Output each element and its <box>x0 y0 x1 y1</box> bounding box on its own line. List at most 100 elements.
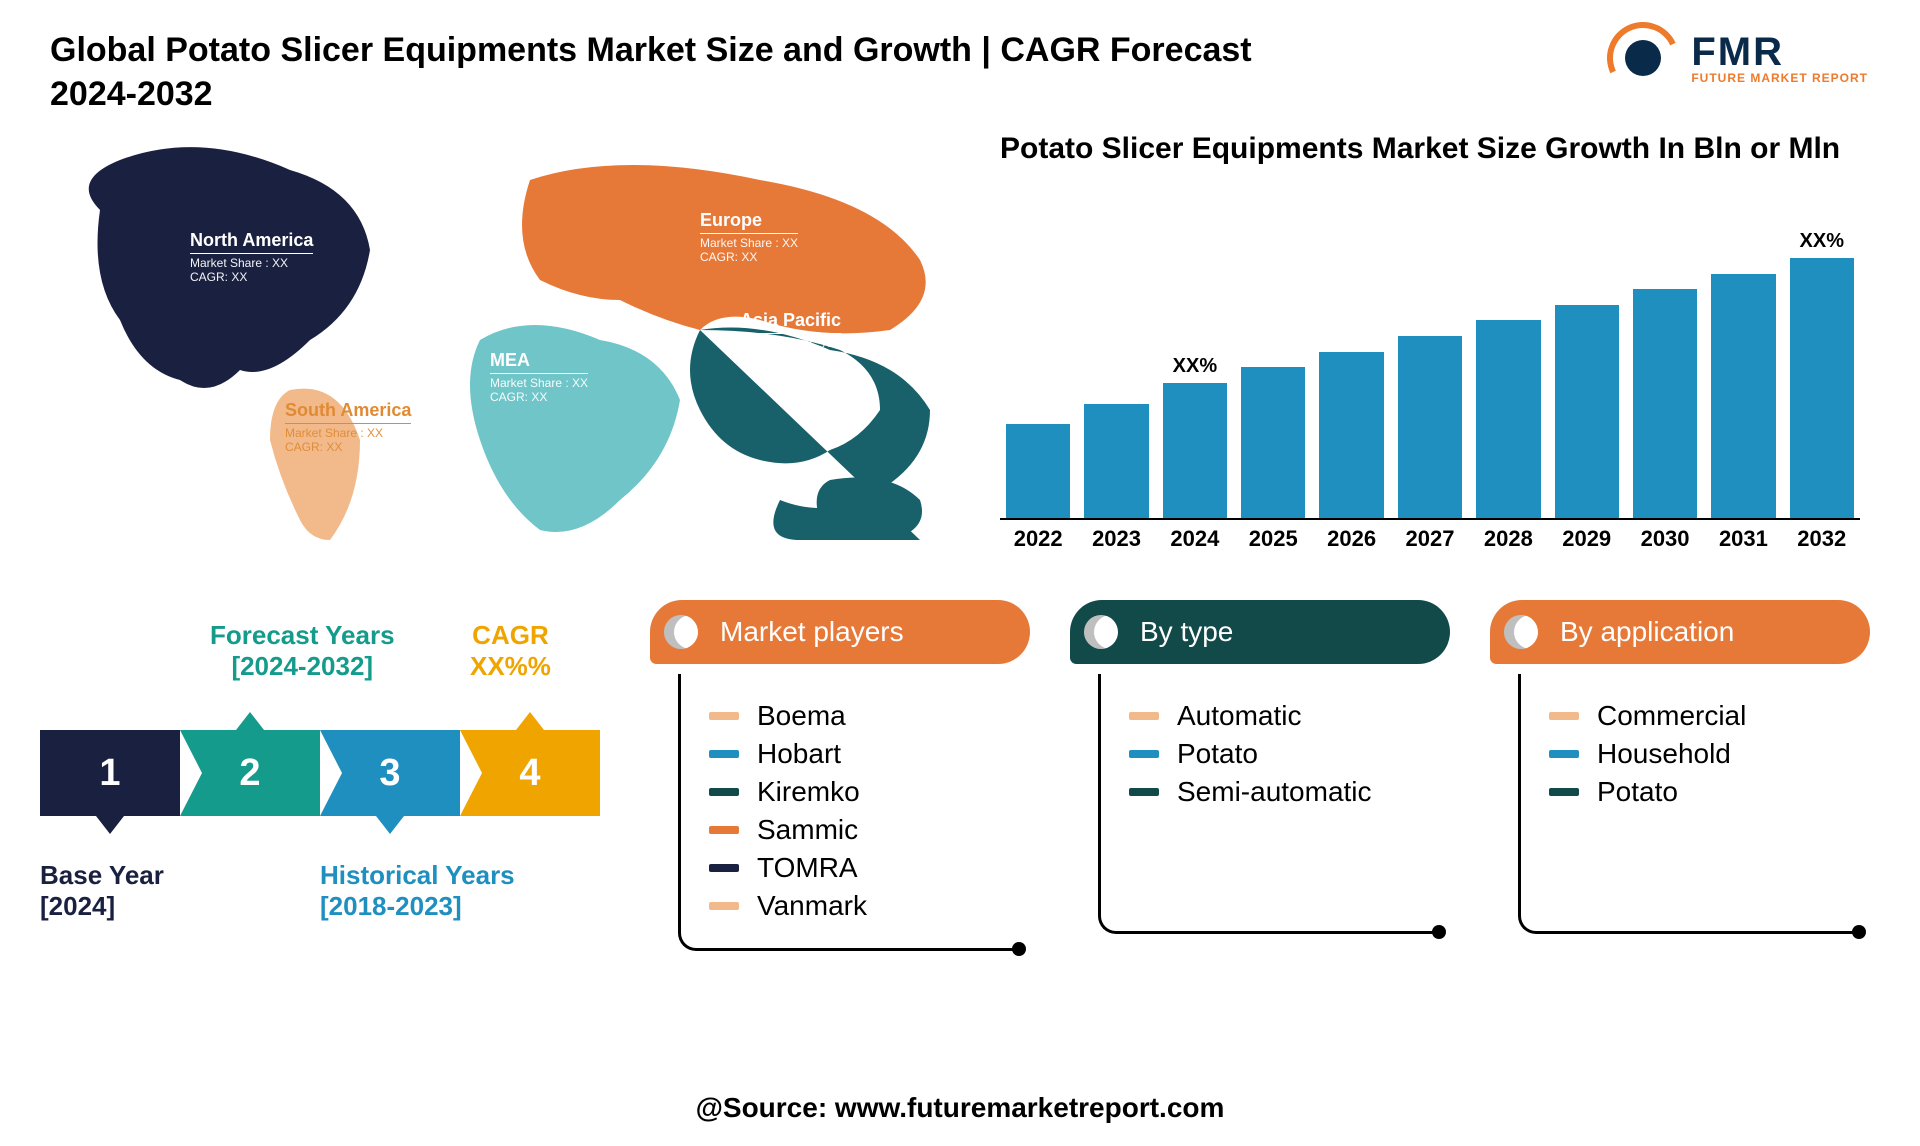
list-item: TOMRA <box>709 852 1010 884</box>
year-label: 2026 <box>1319 526 1383 552</box>
dash-icon <box>709 712 739 720</box>
bar-col <box>1319 352 1383 518</box>
bar-chart: Potato Slicer Equipments Market Size Gro… <box>1000 130 1860 550</box>
list-item: Hobart <box>709 738 1010 770</box>
bars-container: XX% XX% <box>1000 240 1860 520</box>
year-axis: 2022202320242025202620272028202920302031… <box>1000 526 1860 552</box>
timeline-seg-1: 1 <box>40 730 180 816</box>
list-item-label: Kiremko <box>757 776 860 808</box>
list-item-label: Vanmark <box>757 890 867 922</box>
map-label-na: North America Market Share : XX CAGR: XX <box>190 230 313 284</box>
list-item-label: TOMRA <box>757 852 858 884</box>
bar-col: XX% <box>1163 383 1227 518</box>
dash-icon <box>709 902 739 910</box>
list-item-label: Hobart <box>757 738 841 770</box>
map-label-mea: MEA Market Share : XX CAGR: XX <box>490 350 588 404</box>
dash-icon <box>709 864 739 872</box>
map-label-eu: Europe Market Share : XX CAGR: XX <box>700 210 798 264</box>
list-item: Potato <box>1129 738 1430 770</box>
arrow-up-icon <box>236 712 264 730</box>
bar <box>1319 352 1383 518</box>
pill-market-players: Market players <box>650 600 1030 664</box>
logo-text-big: FMR <box>1691 32 1868 72</box>
page-title: Global Potato Slicer Equipments Market S… <box>50 28 1252 116</box>
bar-col <box>1084 404 1148 518</box>
list-item: Commercial <box>1549 700 1850 732</box>
year-label: 2031 <box>1711 526 1775 552</box>
chart-title: Potato Slicer Equipments Market Size Gro… <box>1000 130 1860 168</box>
list-by-application: Commercial Household Potato <box>1518 674 1860 934</box>
arrow-down-icon <box>376 816 404 834</box>
bar-col <box>1633 289 1697 518</box>
bar-col <box>1555 305 1619 518</box>
logo-icon <box>1597 12 1689 104</box>
arrow-up-icon <box>516 712 544 730</box>
segmentation-area: Market players Boema Hobart Kiremko Sammic T… <box>650 600 1870 951</box>
list-item-label: Potato <box>1597 776 1678 808</box>
dash-icon <box>1129 788 1159 796</box>
col-by-type: By type Automatic Potato Semi-automatic <box>1070 600 1450 951</box>
bar <box>1006 424 1070 518</box>
bar <box>1711 274 1775 518</box>
dash-icon <box>1549 712 1579 720</box>
bar-col <box>1711 274 1775 518</box>
bar <box>1476 320 1540 518</box>
dash-icon <box>1549 788 1579 796</box>
bar-col: XX% <box>1790 258 1854 518</box>
bar: XX% <box>1163 383 1227 518</box>
bar-col <box>1006 424 1070 518</box>
timeline-bar: 1 2 3 4 <box>40 730 600 816</box>
dash-icon <box>709 826 739 834</box>
list-item-label: Potato <box>1177 738 1258 770</box>
world-map: North America Market Share : XX CAGR: XX… <box>60 140 960 540</box>
year-label: 2028 <box>1476 526 1540 552</box>
fmr-logo: FMR FUTURE MARKET REPORT <box>1607 22 1868 94</box>
timeline: Forecast Years[2024-2032] CAGRXX%% 1 2 3… <box>40 620 620 940</box>
bar-col <box>1476 320 1540 518</box>
year-label: 2027 <box>1398 526 1462 552</box>
year-label: 2032 <box>1790 526 1854 552</box>
map-label-ap: Asia Pacific Market Share : XX CAGR: XX <box>740 310 841 364</box>
list-item-label: Commercial <box>1597 700 1746 732</box>
dash-icon <box>1129 712 1159 720</box>
col-by-application: By application Commercial Household Potato <box>1490 600 1870 951</box>
year-label: 2022 <box>1006 526 1070 552</box>
timeline-base-label: Base Year[2024] <box>40 860 164 922</box>
logo-text-small: FUTURE MARKET REPORT <box>1691 72 1868 84</box>
bar-annotation: XX% <box>1800 230 1844 253</box>
bar <box>1555 305 1619 518</box>
list-by-type: Automatic Potato Semi-automatic <box>1098 674 1440 934</box>
year-label: 2029 <box>1555 526 1619 552</box>
list-item-label: Sammic <box>757 814 858 846</box>
pill-by-application: By application <box>1490 600 1870 664</box>
list-item: Automatic <box>1129 700 1430 732</box>
list-item: Potato <box>1549 776 1850 808</box>
timeline-forecast-label: Forecast Years[2024-2032] <box>210 620 395 682</box>
bar <box>1084 404 1148 518</box>
dash-icon <box>709 750 739 758</box>
list-item: Sammic <box>709 814 1010 846</box>
col-market-players: Market players Boema Hobart Kiremko Sammic T… <box>650 600 1030 951</box>
bar-annotation: XX% <box>1173 355 1217 378</box>
bar <box>1633 289 1697 518</box>
list-item-label: Boema <box>757 700 846 732</box>
list-item: Household <box>1549 738 1850 770</box>
list-item-label: Semi-automatic <box>1177 776 1372 808</box>
year-label: 2030 <box>1633 526 1697 552</box>
bar-col <box>1398 336 1462 518</box>
timeline-cagr-label: CAGRXX%% <box>470 620 551 682</box>
bar: XX% <box>1790 258 1854 518</box>
dash-icon <box>1129 750 1159 758</box>
list-item: Semi-automatic <box>1129 776 1430 808</box>
source-attribution: @Source: www.futuremarketreport.com <box>696 1092 1225 1124</box>
pill-by-type: By type <box>1070 600 1450 664</box>
year-label: 2023 <box>1084 526 1148 552</box>
list-item: Kiremko <box>709 776 1010 808</box>
bar <box>1241 367 1305 518</box>
dash-icon <box>709 788 739 796</box>
bar <box>1398 336 1462 518</box>
list-item: Vanmark <box>709 890 1010 922</box>
map-label-sa: South America Market Share : XX CAGR: XX <box>285 400 411 454</box>
list-market-players: Boema Hobart Kiremko Sammic TOMRA Vanmark <box>678 674 1020 951</box>
year-label: 2025 <box>1241 526 1305 552</box>
